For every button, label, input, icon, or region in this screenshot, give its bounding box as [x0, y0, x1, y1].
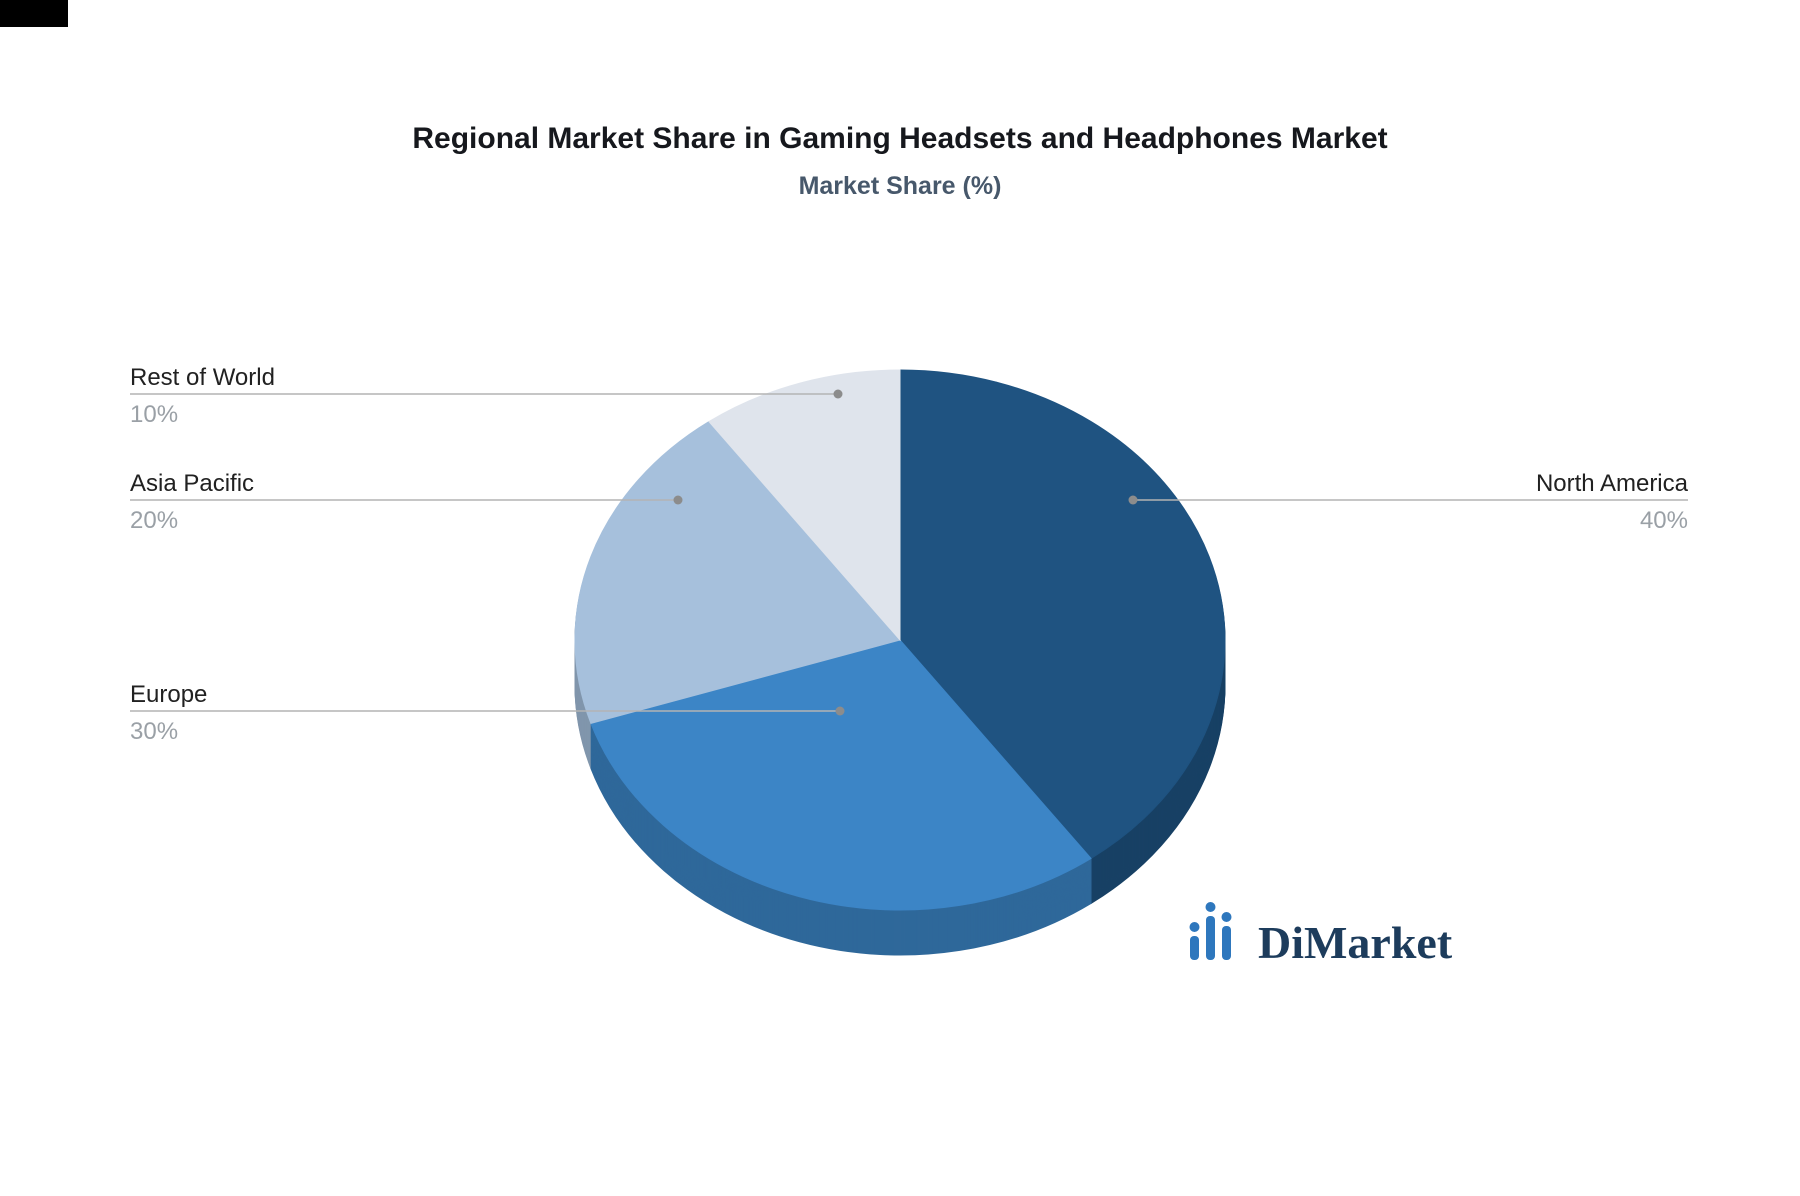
slice-value-north-america: 40% [1640, 507, 1688, 534]
pie-slice-europe [590, 639, 1092, 911]
pie-slice-rest-of-world [708, 369, 901, 642]
pie-slice-asia-pacific [574, 420, 901, 725]
slice-value-rest-of-world: 10% [130, 401, 178, 428]
slice-label-north-america: North America [1536, 470, 1689, 497]
leader-dot-rest-of-world [833, 389, 843, 399]
chart-subtitle: Market Share (%) [799, 172, 1002, 200]
corner-artifact [0, 0, 68, 27]
slice-label-asia-pacific: Asia Pacific [130, 470, 254, 497]
leader-dot-north-america [1128, 495, 1138, 505]
chart-title: Regional Market Share in Gaming Headsets… [412, 122, 1387, 155]
logo-text: DiMarket [1258, 917, 1453, 968]
leader-dot-asia-pacific [673, 495, 683, 505]
slice-label-europe: Europe [130, 681, 207, 708]
bar-chart-icon [1189, 902, 1232, 960]
slice-value-europe: 30% [130, 718, 178, 745]
slice-label-rest-of-world: Rest of World [130, 364, 275, 391]
leader-dot-europe [835, 706, 845, 716]
slice-value-asia-pacific: 20% [130, 507, 178, 534]
pie [574, 369, 1226, 956]
logo: DiMarket [1189, 902, 1453, 968]
pie-slice-north-america [899, 369, 1226, 860]
